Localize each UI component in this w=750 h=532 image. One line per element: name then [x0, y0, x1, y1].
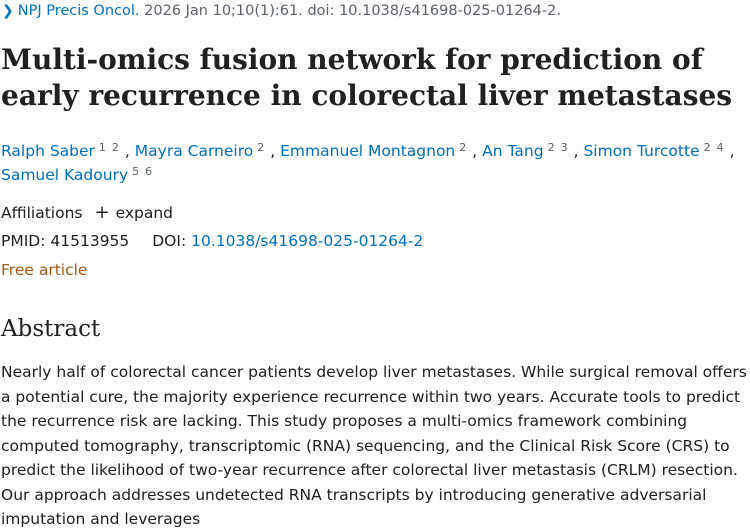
identifiers-row: PMID: 41513955 DOI: 10.1038/s41698-025-0…: [1, 232, 423, 250]
authors-list: Ralph Saber 1 2, Mayra Carneiro 2, Emmanuel…: [1, 139, 746, 187]
affiliations-row: Affiliations + expand: [1, 202, 173, 223]
chevron-right-icon: ❯: [2, 3, 14, 19]
author-link[interactable]: Ralph Saber: [1, 142, 95, 160]
free-article-badge: Free article: [1, 261, 88, 279]
affiliation-number[interactable]: 2: [547, 141, 555, 154]
affiliation-number[interactable]: 2: [703, 141, 711, 154]
citation-details: 2026 Jan 10;10(1):61. doi: 10.1038/s4169…: [139, 3, 561, 19]
author-item: Simon Turcotte 2 4,: [583, 142, 734, 160]
affiliation-number[interactable]: 6: [145, 165, 153, 178]
affiliation-number[interactable]: 5: [132, 165, 140, 178]
pmid-value: 41513955: [50, 232, 130, 250]
author-link[interactable]: Mayra Carneiro: [134, 142, 254, 160]
citation-line: ❯ NPJ Precis Oncol. 2026 Jan 10;10(1):61.…: [2, 3, 561, 19]
author-separator: ,: [270, 142, 276, 160]
author-separator: ,: [573, 142, 579, 160]
author-separator: ,: [124, 142, 130, 160]
author-item: Ralph Saber 1 2,: [1, 142, 130, 160]
expand-label: expand: [115, 204, 173, 222]
article-title: Multi-omics fusion network for predictio…: [1, 43, 733, 112]
author-separator: ,: [729, 142, 735, 160]
abstract-heading: Abstract: [1, 316, 101, 342]
author-affiliation-numbers: 2: [459, 141, 472, 154]
affiliation-number[interactable]: 4: [716, 141, 724, 154]
abstract-text: Nearly half of colorectal cancer patient…: [1, 363, 747, 528]
author-separator: ,: [472, 142, 478, 160]
affiliation-number[interactable]: 2: [257, 141, 265, 154]
journal-link[interactable]: NPJ Precis Oncol.: [17, 3, 140, 19]
affiliations-label: Affiliations: [1, 204, 83, 222]
affiliation-number[interactable]: 2: [111, 141, 119, 154]
author-link[interactable]: Samuel Kadoury: [1, 166, 129, 184]
author-item: An Tang 2 3,: [482, 142, 578, 160]
author-affiliation-numbers: 2: [257, 141, 270, 154]
author-item: Emmanuel Montagnon 2,: [280, 142, 477, 160]
affiliations-expand-toggle[interactable]: + expand: [94, 202, 173, 223]
doi-label: DOI:: [152, 232, 187, 250]
affiliation-number[interactable]: 2: [459, 141, 467, 154]
author-link[interactable]: An Tang: [482, 142, 544, 160]
pmid-label: PMID:: [1, 232, 46, 250]
author-link[interactable]: Simon Turcotte: [583, 142, 700, 160]
plus-icon: +: [94, 202, 110, 223]
author-link[interactable]: Emmanuel Montagnon: [280, 142, 456, 160]
affiliation-number[interactable]: 1: [98, 141, 106, 154]
affiliation-number[interactable]: 3: [560, 141, 568, 154]
author-item: Mayra Carneiro 2,: [135, 142, 275, 160]
author-item: Samuel Kadoury 5 6: [1, 166, 158, 184]
doi-link[interactable]: 10.1038/s41698-025-01264-2: [191, 232, 424, 250]
